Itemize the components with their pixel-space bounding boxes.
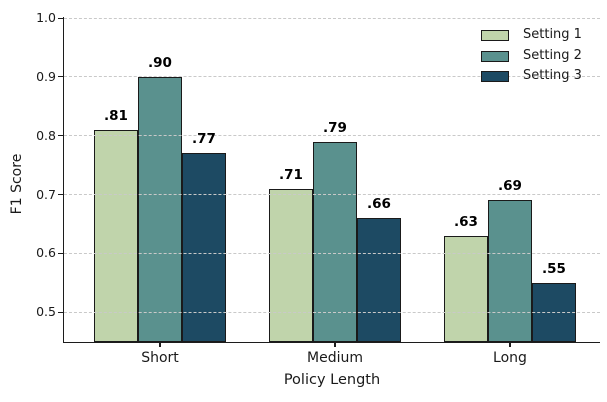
y-axis-title: F1 Score [9,153,25,215]
gridline [64,252,600,254]
y-tick-mark [58,252,64,254]
x-tick-mark [159,341,161,347]
gridline [64,311,600,313]
y-tick-mark [58,193,64,196]
bar-setting-2-medium [313,141,357,343]
y-tick-mark [58,135,64,137]
bar-value-label: .79 [323,119,347,136]
legend-swatch-1 [481,30,509,41]
gridline [64,194,600,195]
bar-value-label: .66 [367,196,391,213]
bar-setting-3-short [182,153,226,343]
y-tick-label: 0.7 [36,186,56,202]
y-tick-label: 1.0 [36,10,56,26]
x-axis-title: Policy Length [283,372,381,388]
x-tick-mark [334,341,336,347]
x-tick-label: Long [493,349,527,366]
gridline [64,17,600,19]
bar-setting-2-short [138,76,182,343]
x-tick-label: Medium [307,349,363,366]
x-tick-label: Short [141,349,179,366]
legend-swatch-3 [481,71,509,83]
legend-label: Setting 2 [523,47,582,63]
bar-value-label: .55 [542,260,566,277]
gridline [64,135,600,137]
y-tick-label: 0.8 [36,127,56,143]
bar-value-label: .77 [192,131,216,148]
y-tick-mark [58,17,64,19]
y-tick-mark [58,76,64,78]
bar-value-label: .71 [279,166,303,183]
y-tick-mark [58,311,64,313]
x-tick-mark [509,341,511,347]
legend-swatch-2 [481,50,509,62]
y-tick-label: 0.6 [36,245,56,261]
bar-value-label: .69 [498,178,522,195]
gridline [64,76,600,78]
legend-label: Setting 3 [523,68,582,84]
bar-value-label: .63 [454,213,478,230]
y-tick-label: 0.9 [36,68,56,84]
y-tick-label: 0.5 [36,304,56,320]
bar-value-label: .81 [104,107,128,124]
bar-setting-2-long [488,200,532,343]
bar-setting-1-long [444,235,488,343]
bar-setting-3-medium [357,218,401,343]
bar-value-label: .90 [148,54,172,71]
y-axis-spine [62,16,64,343]
legend-label: Setting 1 [523,27,582,42]
x-axis-spine [62,341,600,344]
bar-setting-1-medium [269,188,313,343]
bar-setting-1-short [94,129,138,343]
